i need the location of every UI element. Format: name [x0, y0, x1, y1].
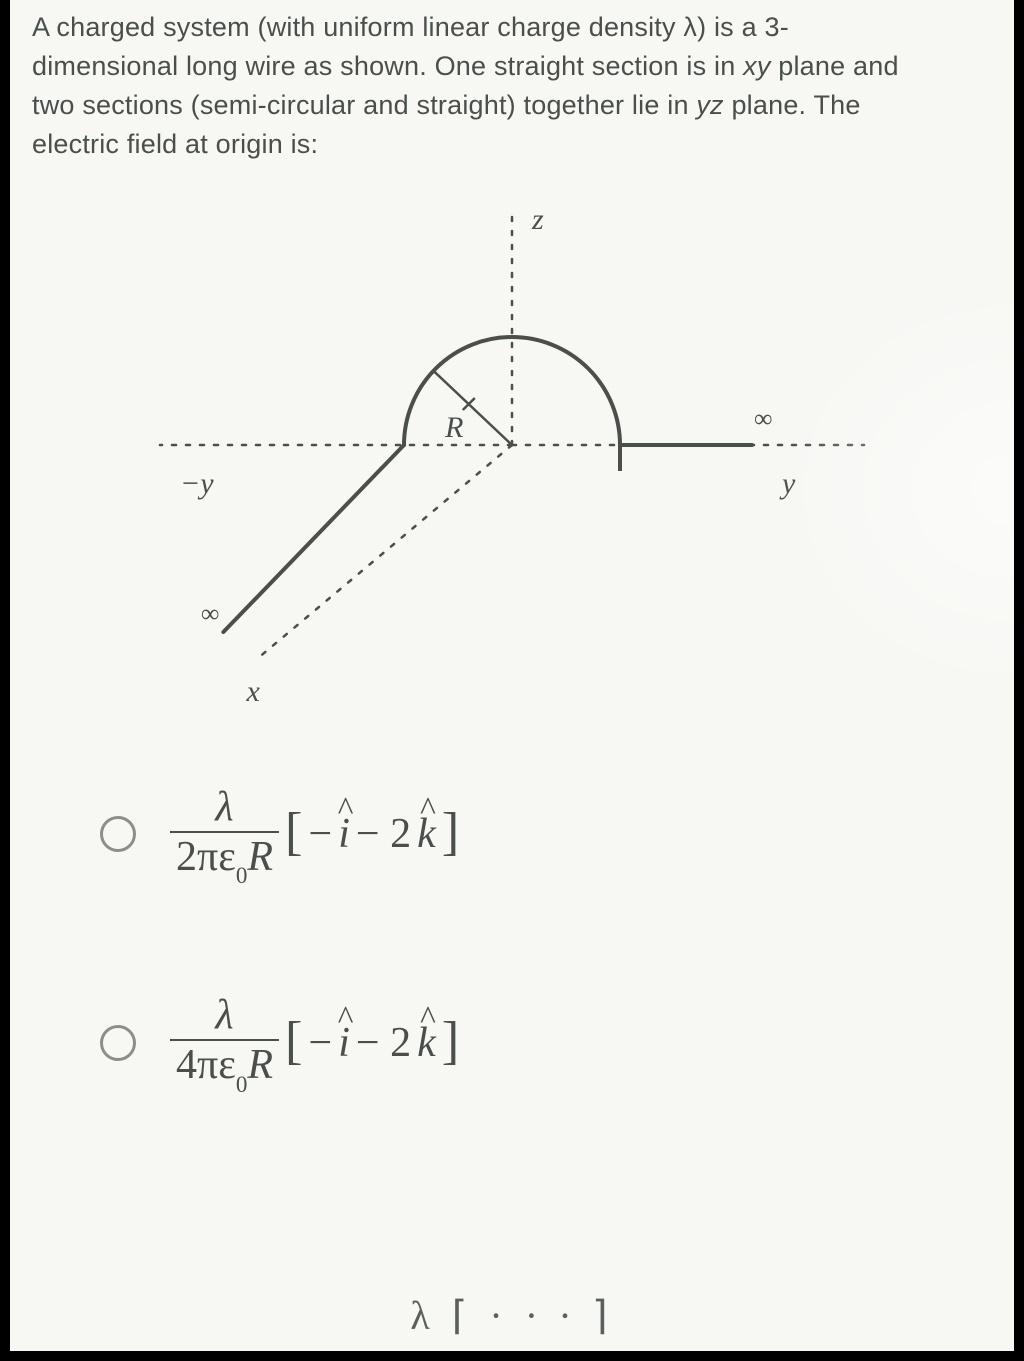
question-line-3-it: yz [696, 90, 723, 120]
den-sub: 0 [236, 862, 248, 888]
cutoff-formula: λ ⌈ · · ∙ ⌉ [10, 1292, 1014, 1339]
svg-text:z: z [531, 203, 544, 236]
svg-text:R: R [444, 411, 463, 444]
minus2: − 2 [356, 1019, 411, 1067]
den-pieps: πε [197, 834, 236, 880]
i-hat: i [338, 810, 350, 858]
fraction: λ 4πε0R [170, 993, 279, 1092]
fraction: λ 2πε0R [170, 785, 279, 884]
bracket-close: ] [442, 802, 459, 862]
den-lead: 4 [176, 1042, 197, 1088]
den-sub: 0 [236, 1071, 248, 1097]
den-lead: 2 [176, 834, 197, 880]
radio-icon[interactable] [100, 816, 136, 852]
den-R: R [247, 834, 273, 880]
wire-diagram: z −y y x R ∞ ∞ [152, 195, 872, 715]
option-a-formula: λ 2πε0R [ −i − 2k ] [170, 785, 459, 884]
radio-icon[interactable] [100, 1025, 136, 1061]
question-line-2-it: xy [743, 51, 770, 81]
i-hat: i [338, 1019, 350, 1067]
question-line-3a: two sections (semi-circular and straight… [32, 90, 696, 120]
svg-text:−y: −y [180, 467, 214, 500]
question-line-3b: plane. The [724, 90, 861, 120]
den-pieps: πε [197, 1042, 236, 1088]
question-line-2a: dimensional long wire as shown. One stra… [32, 51, 743, 81]
option-b-formula: λ 4πε0R [ −i − 2k ] [170, 993, 459, 1092]
den-R: R [247, 1042, 273, 1088]
k-hat: k [417, 1019, 436, 1067]
minus2: − 2 [356, 810, 411, 858]
bracket-open: [ [285, 1011, 302, 1071]
minus1: − [309, 810, 333, 858]
lambda: λ [215, 992, 233, 1038]
svg-text:y: y [779, 467, 796, 500]
lambda: λ [215, 784, 233, 830]
svg-text:x: x [246, 675, 261, 708]
question-line-4: electric field at origin is: [32, 129, 318, 159]
option-b[interactable]: λ 4πε0R [ −i − 2k ] [100, 993, 1014, 1092]
options-list: λ 2πε0R [ −i − 2k ] λ 4πε0R [ [10, 785, 1014, 1092]
bracket-close: ] [442, 1011, 459, 1071]
question-line-2b: plane and [771, 51, 899, 81]
k-hat: k [417, 810, 436, 858]
svg-text:∞: ∞ [201, 599, 220, 628]
bracket-open: [ [285, 802, 302, 862]
svg-text:∞: ∞ [754, 404, 773, 433]
minus1: − [309, 1019, 333, 1067]
screen: A charged system (with uniform linear ch… [0, 0, 1024, 1361]
question-line-1: A charged system (with uniform linear ch… [32, 12, 789, 42]
question-text: A charged system (with uniform linear ch… [10, 0, 1014, 165]
option-a[interactable]: λ 2πε0R [ −i − 2k ] [100, 785, 1014, 884]
